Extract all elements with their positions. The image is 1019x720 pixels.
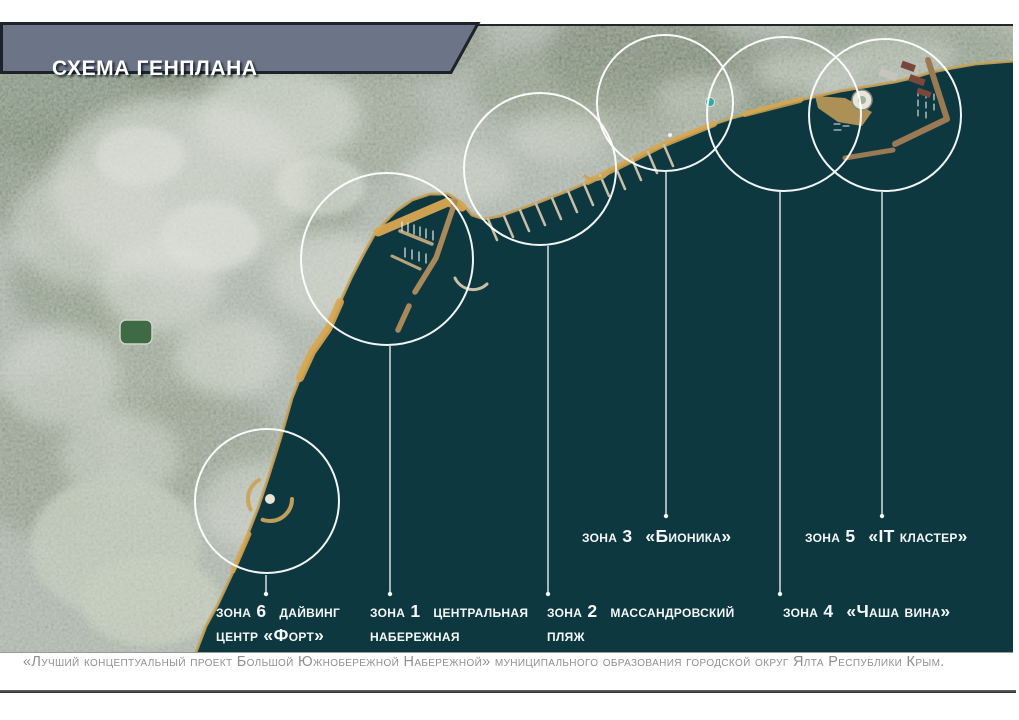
zone-2-name: массандровский [610, 601, 735, 621]
harbor-boats [401, 221, 434, 264]
zone-circle-4 [706, 36, 862, 192]
zone-1-name-line2: набережная [370, 625, 460, 645]
zone-circle-1 [300, 172, 474, 346]
zone-circle-5 [808, 38, 962, 192]
zone-3-id: зона 3 [582, 526, 633, 546]
page-title: СХЕМА ГЕНПЛАНА [52, 57, 258, 80]
harbor-piers [246, 57, 950, 523]
zone-2-name-line2: пляж [547, 625, 585, 645]
zone-circle-3 [596, 34, 734, 172]
zone-circle-2 [463, 92, 617, 246]
hotel-buildings [878, 60, 932, 99]
zone-1-id: зона 1 [370, 601, 421, 621]
amphitheater-building [851, 89, 873, 111]
zone-4-name: «Чаша вина» [846, 601, 951, 621]
zone-3-name: «Бионика» [645, 526, 732, 546]
footer-caption: «Лучший концептуальный проект Большой Юж… [23, 654, 945, 670]
zone-label-5: зона 5 «IT кластер» [805, 524, 968, 548]
beach-strips [194, 59, 1013, 652]
leader-dot-3 [663, 513, 669, 519]
fort-breakwater [246, 475, 294, 523]
zone-1-name: центральная [433, 601, 529, 621]
zone-circles [194, 34, 962, 574]
beach-piers [486, 143, 675, 242]
zone-6-name-line2: центр «Форт» [216, 625, 325, 645]
zone-label-3: зона 3 «Бионика» [582, 524, 731, 548]
zone-circle-6 [194, 428, 340, 574]
banner-shape [0, 22, 481, 74]
leader-dot-5 [879, 513, 885, 519]
zone-2-id: зона 2 [547, 601, 598, 621]
zone-label-6: зона 6 дайвинг центр «Форт» [216, 599, 340, 647]
marina-boats [833, 89, 935, 131]
leader-dot-4 [777, 591, 783, 597]
zone-label-4: зона 4 «Чаша вина» [783, 599, 950, 623]
leader-dot-1 [387, 591, 393, 597]
zone-6-name: дайвинг [279, 601, 341, 621]
zone-label-2: зона 2 массандровский пляж [547, 599, 735, 647]
zone-5-id: зона 5 [805, 526, 856, 546]
leader-dot-6 [263, 591, 269, 597]
zone-6-id: зона 6 [216, 601, 267, 621]
leader-dot-2 [545, 591, 551, 597]
stadium [119, 319, 153, 345]
zone-5-name: «IT кластер» [868, 526, 968, 546]
genplan-map: зона 3 «Бионика» зона 5 «IT кластер» зона … [0, 24, 1013, 653]
map-graphic [0, 26, 1013, 652]
footer-divider [0, 690, 1016, 693]
zone-4-id: зона 4 [783, 601, 834, 621]
zone-label-1: зона 1 центральная набережная [370, 599, 528, 647]
leader-lines [263, 172, 885, 597]
buoy-dot [668, 133, 672, 137]
title-banner: СХЕМА ГЕНПЛАНА [0, 22, 484, 80]
